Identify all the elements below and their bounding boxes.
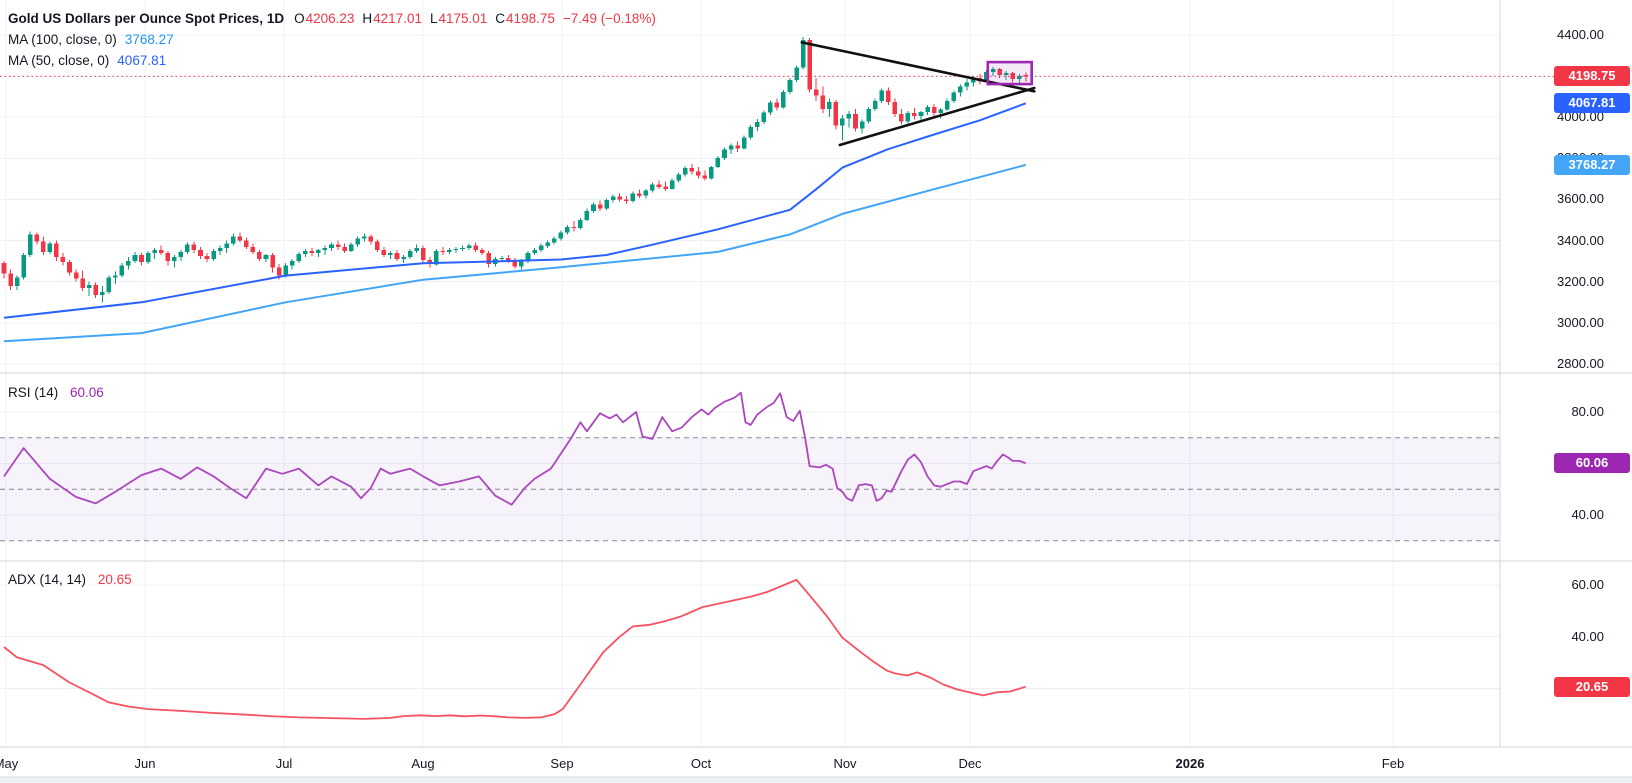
ma50-value-badge: 4067.81 xyxy=(1554,93,1630,114)
rsi-dashed-levels xyxy=(0,437,1500,542)
rsi-line[interactable] xyxy=(3,391,1027,506)
adx-value: 20.65 xyxy=(97,572,132,587)
ma100-legend-row[interactable]: MA (100, close, 0) 3768.27 xyxy=(8,29,656,50)
time-tick-label: Dec xyxy=(958,756,982,771)
price-tick-label: 4400.00 xyxy=(1557,27,1604,42)
ma50-value: 4067.81 xyxy=(117,53,167,68)
time-tick-label: Sep xyxy=(550,756,574,771)
bottom-strip xyxy=(0,777,1632,783)
time-tick-label: Oct xyxy=(690,756,712,771)
adx-label: ADX (14, 14) xyxy=(8,572,87,587)
ma50-label: MA (50, close, 0) xyxy=(8,53,110,68)
low-value: L4175.01 xyxy=(429,11,488,26)
highlight-rect[interactable] xyxy=(986,60,1033,86)
time-tick-label: 2026 xyxy=(1175,756,1205,771)
ma50-legend-row[interactable]: MA (50, close, 0) 4067.81 xyxy=(8,50,656,71)
rsi-label: RSI (14) xyxy=(8,385,59,400)
rsi-value-badge: 60.06 xyxy=(1554,453,1630,474)
time-tick-label: Feb xyxy=(1381,756,1405,771)
time-tick-label: May xyxy=(0,756,19,771)
ma100-value: 3768.27 xyxy=(124,32,174,47)
rsi-tick-label: 40.00 xyxy=(1571,507,1604,522)
open-value: O4206.23 xyxy=(294,11,355,26)
change-value: −7.49 (−0.18%) xyxy=(562,11,656,26)
pane-separators xyxy=(0,0,1632,748)
ma100-value-badge: 3768.27 xyxy=(1554,154,1630,175)
price-tick-label: 3200.00 xyxy=(1557,273,1604,289)
time-tick-label: Jun xyxy=(134,756,156,771)
triangle-lower-trendline[interactable] xyxy=(838,86,1036,147)
price-tick-label: 3000.00 xyxy=(1557,314,1604,330)
adx-line[interactable] xyxy=(3,578,1027,720)
adx-legend-row[interactable]: ADX (14, 14) 20.65 xyxy=(8,572,132,587)
legend: Gold US Dollars per Ounce Spot Prices, 1… xyxy=(8,8,656,71)
price-tick-label: 3400.00 xyxy=(1557,232,1604,248)
horizontal-gridlines xyxy=(0,34,1500,689)
time-tick-label: Nov xyxy=(833,756,857,771)
adx-tick-label: 60.00 xyxy=(1571,577,1604,592)
last-price-badge: 4198.75 xyxy=(1554,66,1630,87)
candlestick-series xyxy=(1,37,1029,303)
adx-value-badge: 20.65 xyxy=(1554,676,1630,697)
rsi-legend-row[interactable]: RSI (14) 60.06 xyxy=(8,385,104,400)
ma100-line[interactable] xyxy=(3,163,1027,343)
time-tick-label: Aug xyxy=(411,756,435,771)
close-value: C4198.75 xyxy=(495,11,555,26)
ma100-label: MA (100, close, 0) xyxy=(8,32,117,47)
time-tick-label: Jul xyxy=(275,756,293,771)
price-tick-label: 2800.00 xyxy=(1557,355,1604,371)
ma50-line[interactable] xyxy=(3,102,1027,319)
symbol-legend-row[interactable]: Gold US Dollars per Ounce Spot Prices, 1… xyxy=(8,8,656,29)
symbol-title: Gold US Dollars per Ounce Spot Prices, 1… xyxy=(8,11,285,26)
rsi-tick-label: 80.00 xyxy=(1571,404,1604,419)
high-value: H4217.01 xyxy=(362,11,422,26)
adx-tick-label: 40.00 xyxy=(1571,628,1604,644)
price-tick-label: 3600.00 xyxy=(1557,191,1604,207)
rsi-value: 60.06 xyxy=(70,385,104,400)
